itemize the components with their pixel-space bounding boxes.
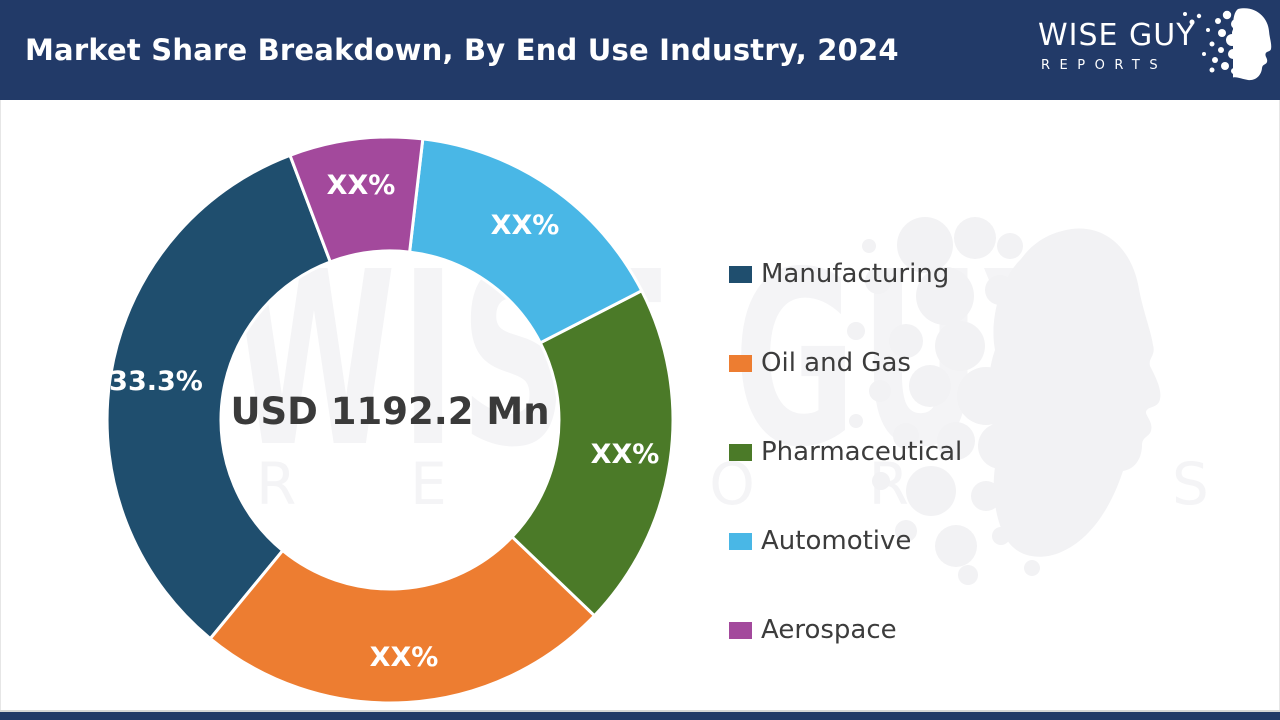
legend-item-pharmaceutical: Pharmaceutical <box>729 438 962 466</box>
donut-segment-aerospace <box>288 135 425 264</box>
legend-label: Aerospace <box>761 615 897 645</box>
logo-wiseguy-text: WISE GUY <box>1038 18 1196 53</box>
segment-label-aerospace: XX% <box>327 170 396 201</box>
donut-segment-manufacturing <box>105 153 332 641</box>
legend-label: Oil and Gas <box>761 348 911 378</box>
legend-item-oil-and-gas: Oil and Gas <box>729 349 962 377</box>
legend-swatch <box>729 532 752 550</box>
left-border <box>0 100 1 710</box>
logo-reports-text: REPORTS <box>1041 58 1167 73</box>
legend-item-automotive: Automotive <box>729 527 962 555</box>
legend-label: Manufacturing <box>761 259 950 289</box>
segment-label-oil-and-gas: XX% <box>370 642 439 673</box>
chart-center-value: USD 1192.2 Mn <box>230 390 549 433</box>
footer-bar <box>0 712 1280 720</box>
wise-guy-reports-logo: WISE GUY REPORTS <box>1038 8 1272 81</box>
legend-label: Pharmaceutical <box>761 437 963 467</box>
legend-swatch <box>729 443 752 461</box>
legend-swatch <box>729 354 752 372</box>
segment-label-manufacturing: 33.3% <box>109 366 203 397</box>
header-bar: Market Share Breakdown, By End Use Indus… <box>0 0 1280 100</box>
legend-item-manufacturing: Manufacturing <box>729 260 962 288</box>
legend-label: Automotive <box>761 526 912 556</box>
segment-label-pharmaceutical: XX% <box>591 439 660 470</box>
donut-chart: 33.3% XX% XX% XX% XX% USD 1192.2 Mn <box>105 135 675 705</box>
legend-item-aerospace: Aerospace <box>729 616 962 644</box>
segment-label-automotive: XX% <box>491 210 560 241</box>
legend-swatch <box>729 265 752 283</box>
legend-swatch <box>729 621 752 639</box>
donut-segment-automotive <box>408 137 644 345</box>
head-profile-dots-icon <box>1183 8 1272 81</box>
chart-legend: Manufacturing Oil and Gas Pharmaceutical Au… <box>729 260 962 705</box>
donut-segment-pharmaceutical <box>510 289 675 618</box>
donut-segment-oil-and-gas <box>208 535 596 705</box>
footer-divider <box>0 710 1280 712</box>
page-title: Market Share Breakdown, By End Use Indus… <box>25 33 899 67</box>
